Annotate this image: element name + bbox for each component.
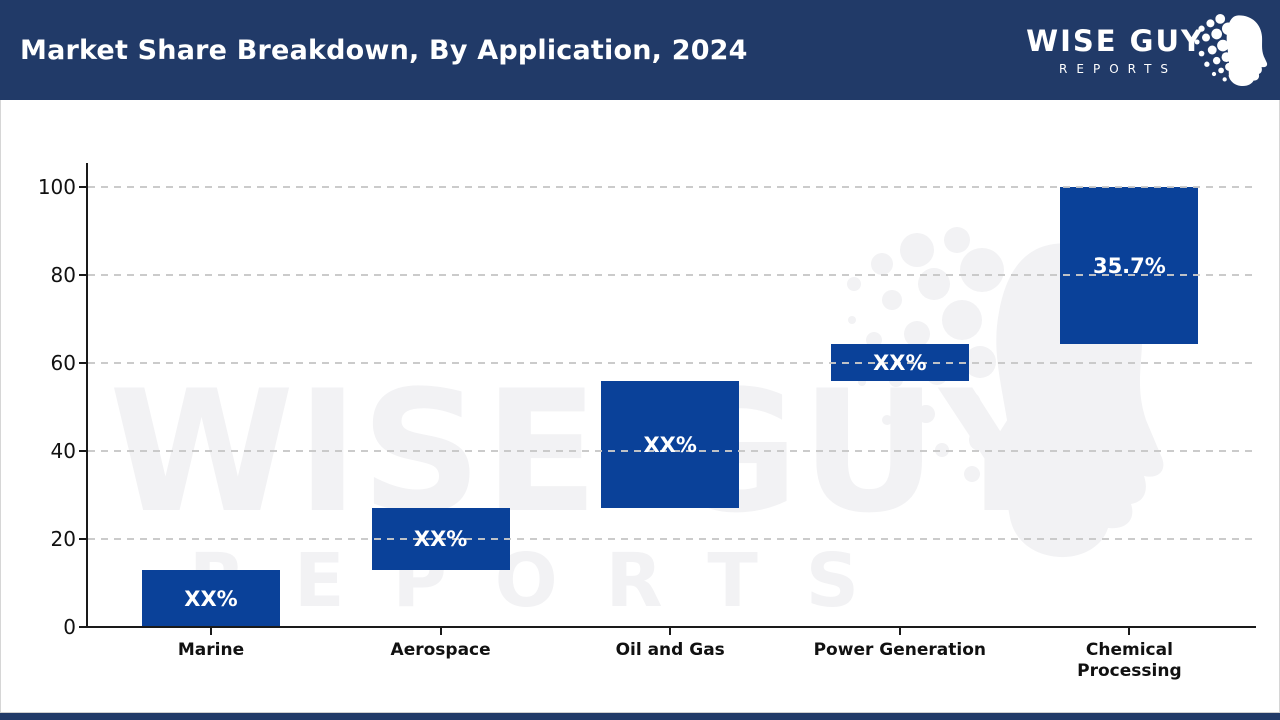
header-bar: Market Share Breakdown, By Application, … <box>0 0 1280 100</box>
y-tick-mark <box>79 626 87 628</box>
y-tick-mark <box>79 362 87 364</box>
x-tick-mark <box>439 628 442 635</box>
y-tick-label: 20 <box>50 527 76 551</box>
x-tick-mark <box>1128 628 1131 635</box>
x-category-label: Marine <box>177 640 245 660</box>
x-category-label: Power Generation <box>813 640 986 660</box>
y-tick-mark <box>79 186 87 188</box>
page-title: Market Share Breakdown, By Application, … <box>20 34 748 66</box>
wise-guy-reports-logo: WISE GUY REPORTS <box>1026 0 1270 100</box>
logo-text: WISE GUY REPORTS <box>1026 24 1204 76</box>
footer-bar <box>0 712 1280 720</box>
y-tick-label: 0 <box>63 615 76 639</box>
x-category-label: Aerospace <box>390 640 491 660</box>
grid-line <box>88 538 1253 540</box>
logo-subtitle: REPORTS <box>1059 62 1178 76</box>
x-tick-mark <box>210 628 212 635</box>
y-tick-mark <box>79 538 87 540</box>
y-tick-label: 40 <box>50 439 76 463</box>
x-category-label: Chemical Processing <box>1077 640 1182 681</box>
bar <box>142 570 280 627</box>
bar <box>601 381 740 509</box>
bar-value-label: XX% <box>643 432 697 457</box>
x-tick-mark <box>898 628 901 635</box>
x-tick-mark <box>669 628 672 635</box>
watermark-wordmark: WISE GUY <box>109 354 1064 550</box>
bar <box>1060 187 1199 345</box>
y-tick-label: 80 <box>50 263 76 287</box>
bar-value-label: 35.7% <box>1092 253 1166 278</box>
grid-line <box>88 362 1253 364</box>
bar-value-label: XX% <box>873 350 927 375</box>
bar-value-label: XX% <box>184 586 238 611</box>
x-axis-line <box>86 626 1256 628</box>
logo-wordmark: WISE GUY <box>1026 24 1204 58</box>
watermark-subtitle: REPORTS <box>189 538 908 624</box>
grid-line <box>88 186 1253 188</box>
watermark-head-graphic <box>847 227 1164 558</box>
x-category-label: Oil and Gas <box>615 640 725 660</box>
y-tick-label: 60 <box>50 351 76 375</box>
y-tick-mark <box>79 274 87 276</box>
grid-line <box>88 274 1253 276</box>
y-tick-label: 100 <box>37 175 76 199</box>
grid-line <box>88 450 1253 452</box>
bar-value-label: XX% <box>413 527 468 552</box>
y-tick-mark <box>79 450 87 452</box>
y-axis-line <box>86 163 88 628</box>
logo-head-icon <box>1194 14 1268 87</box>
